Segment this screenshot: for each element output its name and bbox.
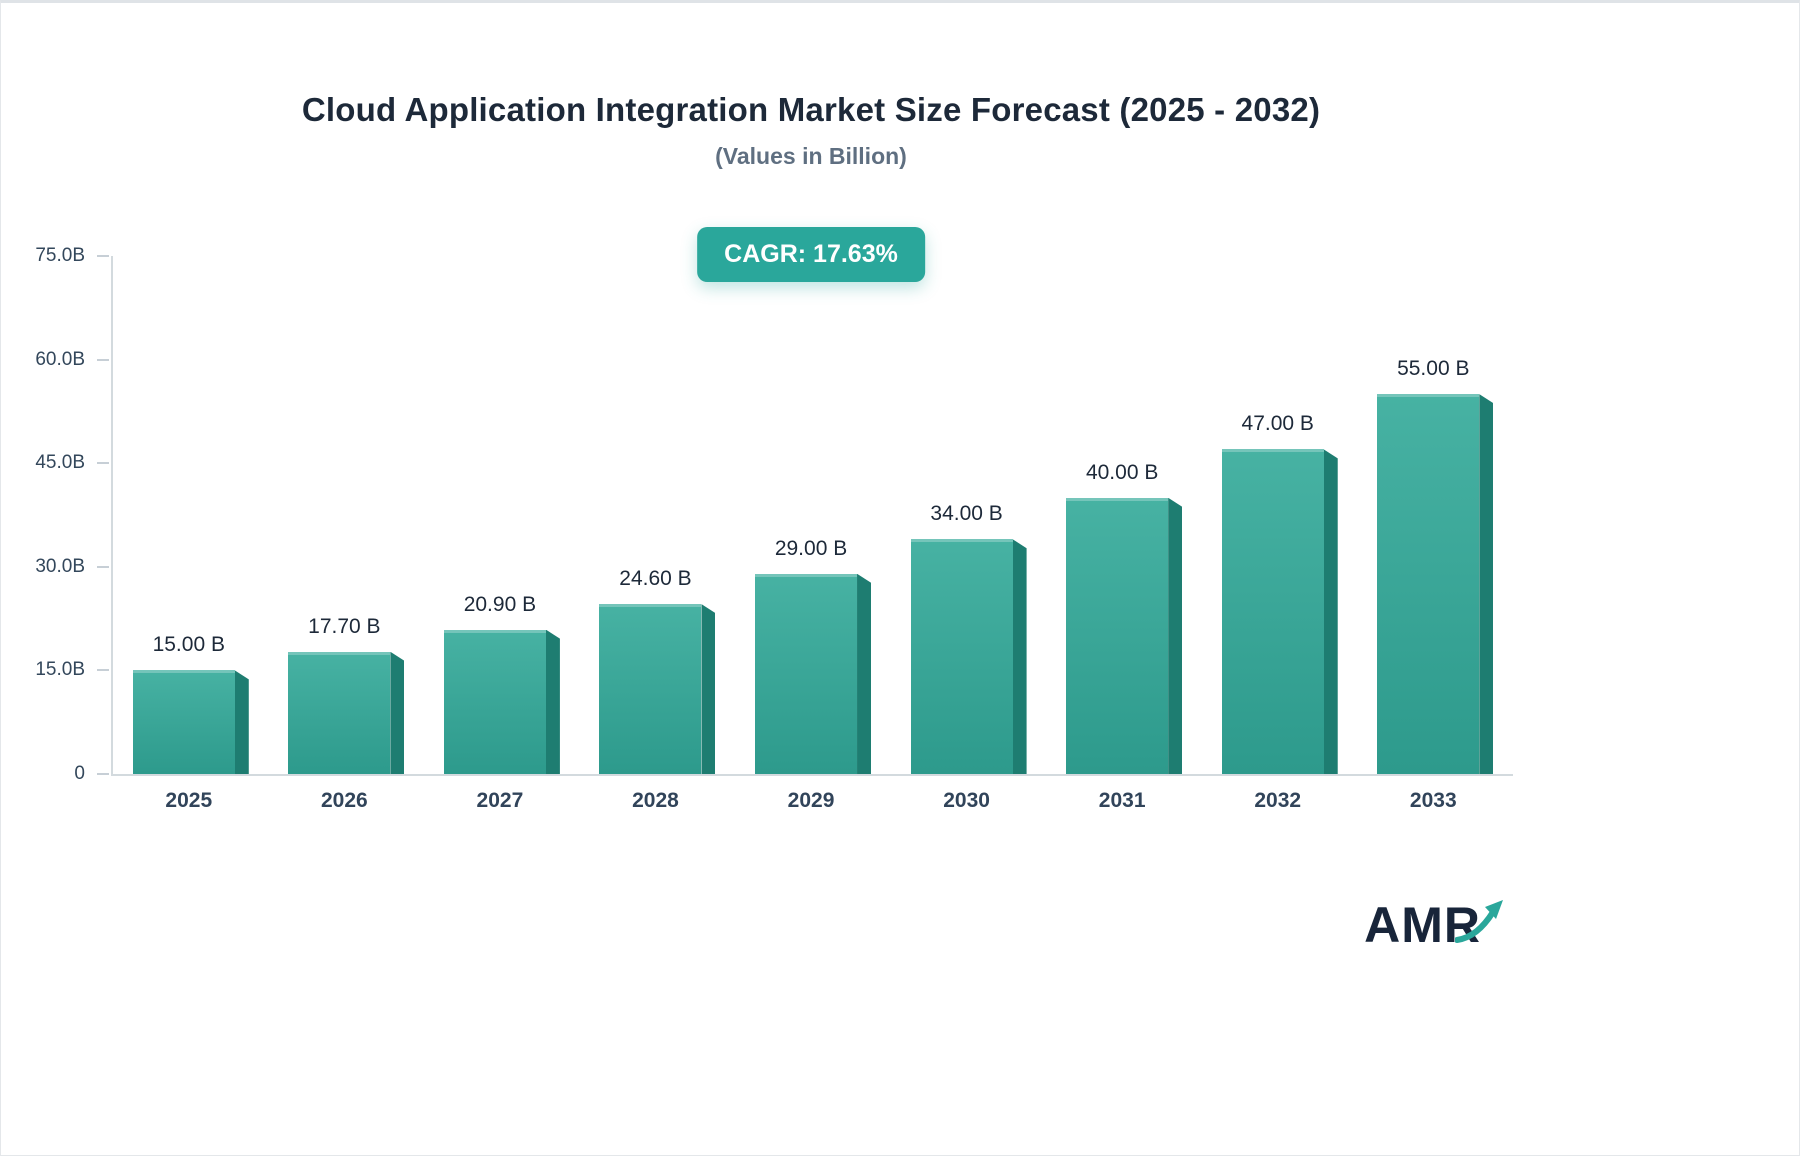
y-tick-label: 30.0B bbox=[35, 555, 85, 577]
bar bbox=[599, 604, 702, 774]
bar-value-label: 34.00 B bbox=[930, 502, 1003, 526]
y-tick-label: 0 bbox=[74, 763, 85, 784]
y-tick-mark bbox=[97, 255, 109, 257]
bar-value-label: 55.00 B bbox=[1397, 357, 1470, 381]
x-axis-label: 2030 bbox=[943, 789, 990, 812]
y-tick-label: 15.0B bbox=[35, 659, 85, 681]
y-tick-mark bbox=[97, 462, 109, 465]
bar-value-label: 24.60 B bbox=[619, 567, 692, 591]
x-axis-label: 2026 bbox=[320, 789, 368, 812]
trending-up-arrow-icon bbox=[1455, 900, 1503, 943]
x-axis-label: 2027 bbox=[476, 789, 524, 812]
chart-title: Cloud Application Integration Market Siz… bbox=[301, 91, 1321, 128]
bar-group: 34.00 B bbox=[891, 256, 1047, 774]
x-axis-label: 2031 bbox=[1098, 789, 1146, 812]
cagr-badge: CAGR: 17.63% bbox=[697, 227, 925, 282]
x-axis-label: 2032 bbox=[1254, 789, 1302, 812]
bar-value-label: 29.00 B bbox=[774, 536, 848, 560]
bar-group: 55.00 B bbox=[1358, 256, 1514, 774]
bar-value-label: 20.90 B bbox=[463, 592, 537, 616]
bar-group: 40.00 B bbox=[1046, 256, 1202, 774]
y-tick-mark bbox=[97, 565, 109, 568]
bar bbox=[288, 651, 391, 774]
bar bbox=[1377, 394, 1480, 774]
bars-container: 15.00 B 17.70 B 20.90 B 24.60 B 29.00 B 34.00… bbox=[113, 256, 1513, 774]
bar-value-label: 40.00 B bbox=[1085, 460, 1159, 484]
bar bbox=[132, 670, 235, 774]
y-tick-label: 60.0B bbox=[35, 348, 85, 370]
x-axis-label: 2033 bbox=[1409, 789, 1457, 812]
bar bbox=[755, 573, 858, 774]
x-axis-label: 2025 bbox=[165, 789, 213, 812]
bar-value-label: 15.00 B bbox=[152, 633, 225, 657]
y-tick-label: 75.0B bbox=[35, 245, 85, 266]
bar-group: 17.70 B bbox=[269, 256, 425, 774]
plot-area: 0 15.0B 30.0B 45.0B 60.0B 75.0B 15.00 B 17.70 … bbox=[35, 245, 1513, 784]
x-axis: 2025 2026 2027 2028 2029 2030 2031 2032 2033 bbox=[111, 789, 1511, 813]
bar-group: 47.00 B bbox=[1202, 256, 1358, 774]
bar bbox=[1066, 497, 1169, 774]
x-axis-label: 2028 bbox=[632, 789, 679, 812]
bar-value-label: 47.00 B bbox=[1241, 412, 1314, 436]
bar bbox=[443, 629, 546, 774]
bar bbox=[1221, 449, 1324, 774]
bar-group: 29.00 B bbox=[735, 256, 891, 774]
bar-group: 15.00 B bbox=[113, 256, 269, 774]
chart-subtitle: (Values in Billion) bbox=[715, 143, 907, 169]
y-tick-mark bbox=[97, 669, 109, 672]
chart-header: Cloud Application Integration Market Siz… bbox=[1, 91, 1621, 170]
bar-value-label: 17.70 B bbox=[308, 614, 381, 638]
bar-group: 20.90 B bbox=[424, 256, 580, 774]
y-tick-label: 45.0B bbox=[35, 452, 85, 474]
y-tick-mark bbox=[97, 773, 109, 775]
cagr-badge-label: CAGR: 17.63% bbox=[724, 240, 898, 268]
x-axis-label: 2029 bbox=[787, 789, 835, 812]
bar-group: 24.60 B bbox=[580, 256, 736, 774]
amr-logo: AMR bbox=[1364, 896, 1503, 958]
bar bbox=[910, 539, 1013, 774]
amr-logo-text: AMR bbox=[1364, 897, 1481, 953]
y-tick-mark bbox=[97, 358, 109, 361]
